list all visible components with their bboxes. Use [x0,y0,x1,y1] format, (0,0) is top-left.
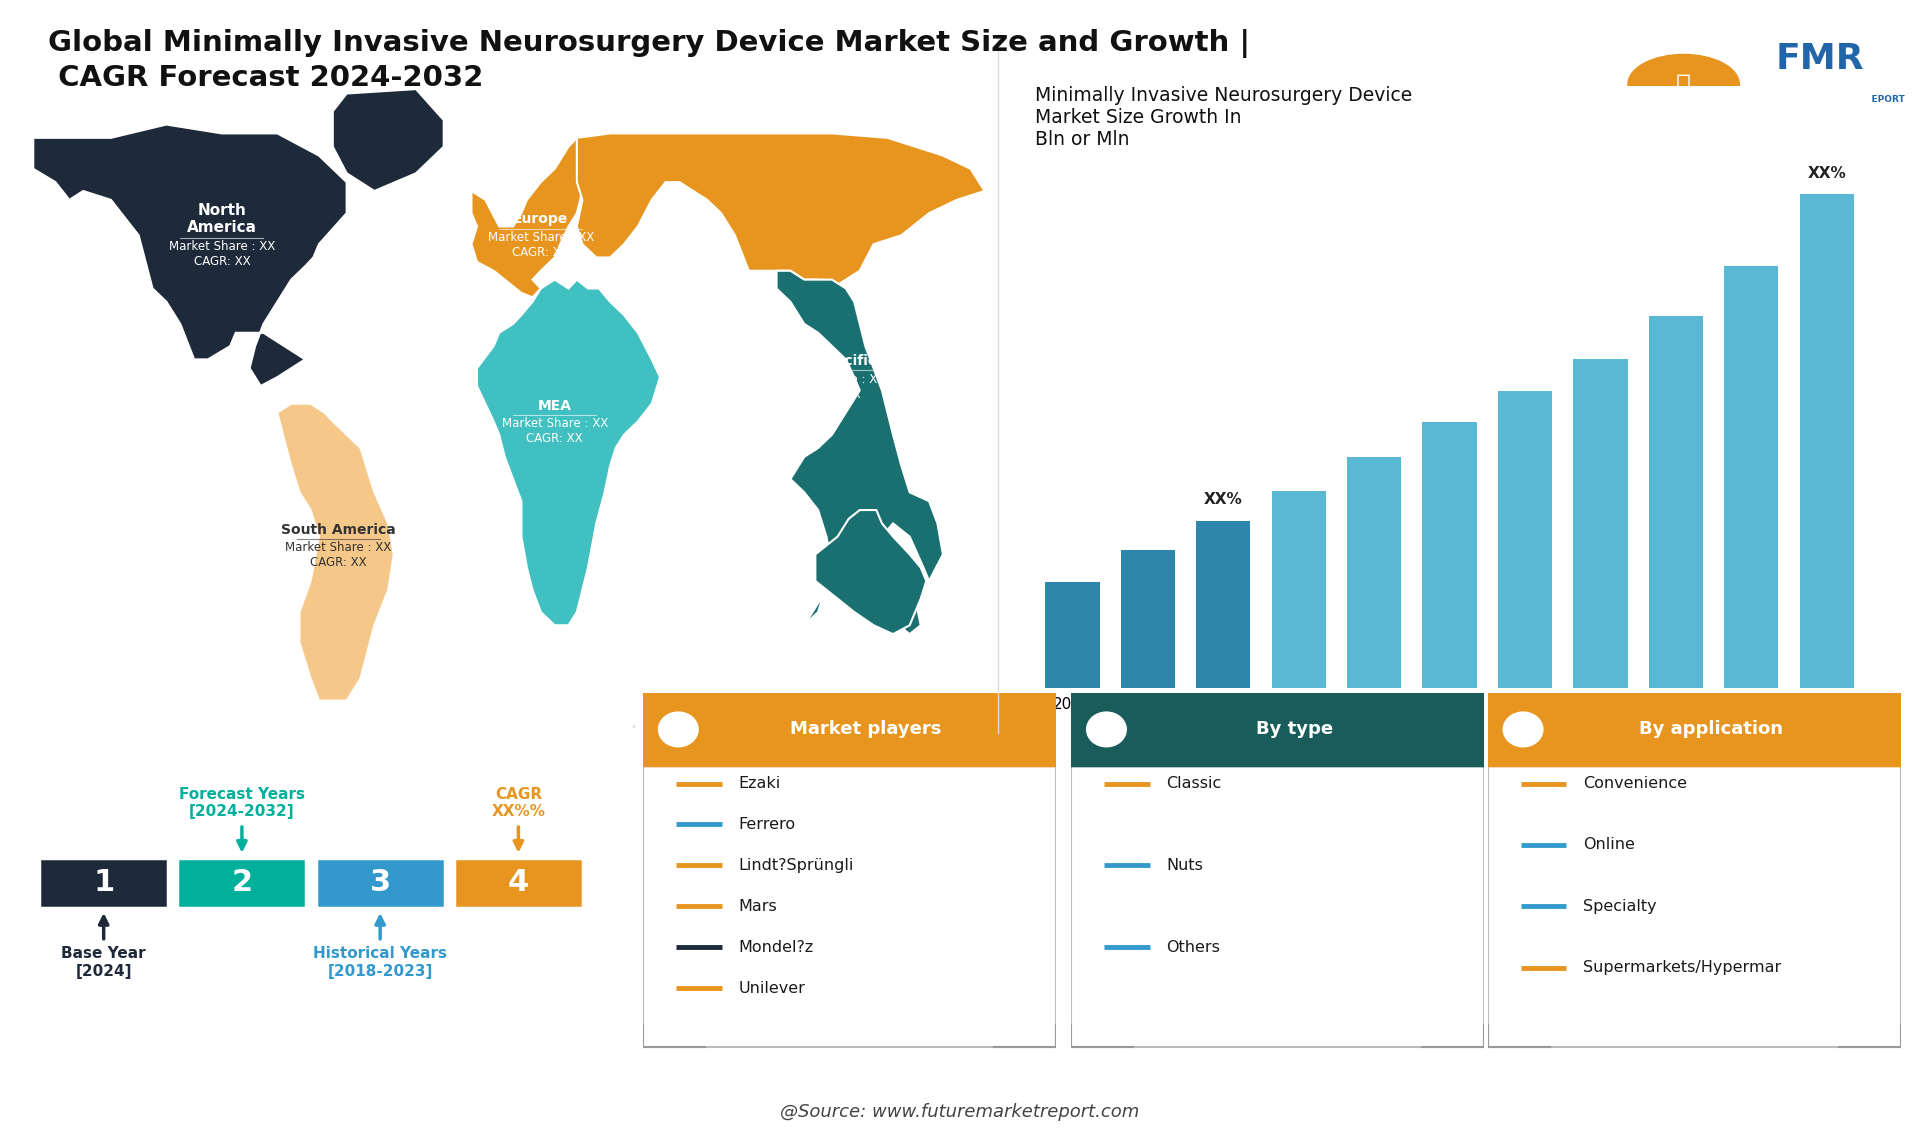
Polygon shape [33,125,348,386]
FancyBboxPatch shape [1071,763,1484,1047]
Bar [1121,550,1175,688]
Bar [1271,492,1327,688]
Bar [1348,457,1402,688]
Text: Market Share : XX
CAGR: XX: Market Share : XX CAGR: XX [488,230,593,259]
Text: Global Minimally Invasive Neurosurgery Device Market Size and Growth |
 CAGR For: Global Minimally Invasive Neurosurgery D… [48,29,1250,92]
Text: Minimally Invasive Neurosurgery Device
Market Size Growth In
Bln or Mln: Minimally Invasive Neurosurgery Device M… [1035,86,1411,149]
FancyBboxPatch shape [1062,690,1494,768]
Text: XX%: XX% [1204,493,1242,508]
Circle shape [1087,712,1127,747]
Bar [1423,423,1476,688]
Text: Europe: Europe [513,212,568,227]
Bar [1196,520,1250,688]
Text: Market Share : XX
CAGR: XX: Market Share : XX CAGR: XX [169,240,275,268]
Polygon shape [576,133,985,289]
Text: 1: 1 [92,869,115,897]
FancyBboxPatch shape [177,858,307,908]
Text: FUTURE MARKET REPORT: FUTURE MARKET REPORT [1776,95,1905,103]
Text: Market Share : XX
CAGR: XX: Market Share : XX CAGR: XX [501,417,609,445]
Text: Online: Online [1582,838,1634,853]
Circle shape [1628,54,1740,115]
Text: Market Share : XX
CAGR: XX: Market Share : XX CAGR: XX [286,541,392,570]
Polygon shape [816,510,925,634]
Text: Supermarkets/Hypermar: Supermarkets/Hypermar [1582,960,1782,975]
Text: Base Year
[2024]: Base Year [2024] [61,947,146,979]
Text: Classic: Classic [1165,776,1221,791]
Text: By application: By application [1640,721,1784,738]
Circle shape [659,712,699,747]
FancyBboxPatch shape [1488,763,1901,1047]
Text: Others: Others [1165,940,1221,955]
Polygon shape [472,138,588,297]
Text: Nuts: Nuts [1165,858,1204,873]
Circle shape [1503,712,1544,747]
Text: Ezaki: Ezaki [737,776,780,791]
Text: Convenience: Convenience [1582,776,1688,791]
Polygon shape [276,403,394,700]
Text: Unilever: Unilever [737,981,804,996]
Text: 3: 3 [369,869,392,897]
Text: Market players: Market players [791,721,943,738]
Text: ⛹: ⛹ [1676,72,1692,96]
Text: Historical Years
[2018-2023]: Historical Years [2018-2023] [313,947,447,979]
Bar [1724,266,1778,688]
Polygon shape [476,280,660,626]
Text: Asia Pacific: Asia Pacific [787,354,877,368]
Bar [1044,581,1100,688]
Bar [1498,391,1551,688]
Text: By type: By type [1256,721,1332,738]
Text: Lindt?Sprüngli: Lindt?Sprüngli [737,858,854,873]
Bar [1572,359,1628,688]
FancyBboxPatch shape [1478,690,1910,768]
Text: Ferrero: Ferrero [737,817,795,832]
Text: XX%: XX% [1807,166,1847,181]
Text: @Source: www.futuremarketreport.com: @Source: www.futuremarketreport.com [780,1104,1140,1121]
Bar [1649,316,1703,688]
Text: Mondel?z: Mondel?z [737,940,814,955]
FancyBboxPatch shape [643,763,1056,1047]
Polygon shape [332,89,444,191]
Text: CAGR
XX%%: CAGR XX%% [492,787,545,819]
Polygon shape [776,270,943,634]
Text: Mars: Mars [737,898,778,913]
Text: South America: South America [280,523,396,536]
Text: Market Share : XX
CAGR: XX: Market Share : XX CAGR: XX [780,372,885,401]
FancyBboxPatch shape [634,690,1066,768]
Text: North
America: North America [186,203,257,235]
Text: 4: 4 [507,869,530,897]
FancyBboxPatch shape [453,858,584,908]
FancyBboxPatch shape [315,858,445,908]
Text: 2: 2 [230,869,253,897]
Text: Specialty: Specialty [1582,898,1657,913]
Text: FMR: FMR [1776,42,1864,76]
Text: Forecast Years
[2024-2032]: Forecast Years [2024-2032] [179,787,305,819]
FancyBboxPatch shape [38,858,169,908]
Text: MEA: MEA [538,399,572,413]
Bar [1799,195,1855,688]
